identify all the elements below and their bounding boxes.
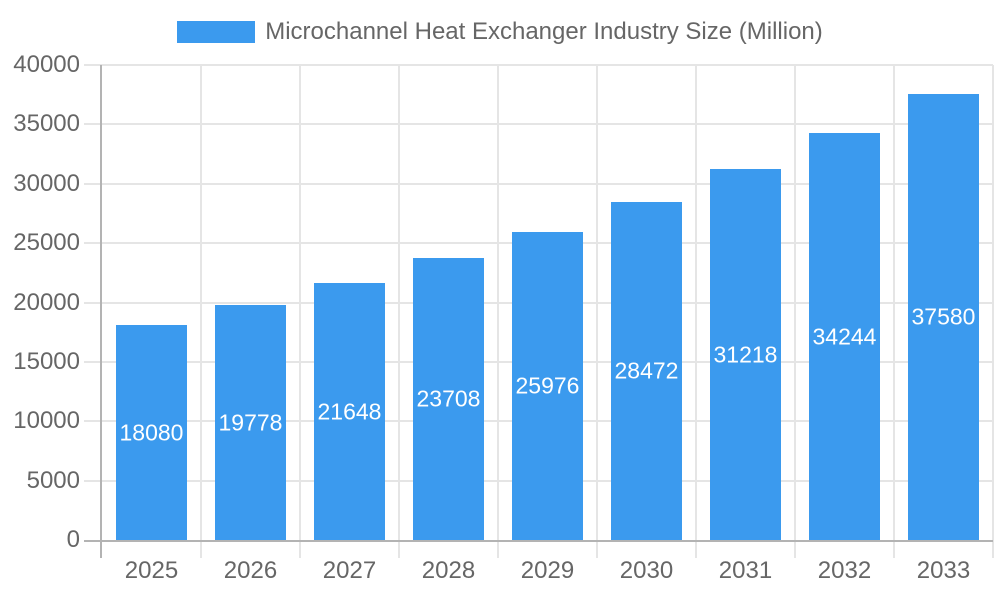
x-tick: [398, 540, 400, 558]
bar-2025[interactable]: 18080: [116, 325, 187, 540]
y-axis-line: [100, 65, 102, 558]
y-tick: [84, 301, 102, 304]
x-tick: [596, 540, 598, 558]
y-axis-label: 10000: [13, 407, 80, 435]
x-axis-label: 2029: [520, 557, 575, 584]
x-tick: [200, 540, 202, 558]
bar-2032[interactable]: 34244: [809, 133, 880, 540]
y-tick: [84, 64, 102, 66]
bar-2028[interactable]: 23708: [413, 258, 484, 540]
bar-2029[interactable]: 25976: [512, 232, 583, 540]
bar-value-label: 31218: [713, 341, 778, 367]
bar-2030[interactable]: 28472: [611, 202, 682, 540]
x-gridline: [596, 65, 598, 540]
x-gridline: [497, 65, 499, 540]
bar-value-label: 18080: [119, 419, 184, 445]
bar-value-label: 37580: [911, 303, 976, 330]
x-axis-label: 2033: [916, 557, 971, 584]
y-tick: [84, 360, 102, 363]
bar-2033[interactable]: 37580: [908, 94, 979, 540]
x-axis-label: 2032: [817, 557, 872, 584]
y-tick: [84, 182, 102, 185]
legend-swatch: [177, 21, 256, 43]
x-axis-label: 2028: [421, 557, 476, 584]
x-axis-label: 2031: [718, 557, 773, 584]
y-axis-label: 5000: [26, 466, 80, 494]
y-gridline: [102, 123, 993, 126]
bar-value-label: 19778: [218, 409, 283, 435]
bar-value-label: 28472: [614, 357, 679, 384]
y-gridline: [102, 182, 993, 185]
x-gridline: [893, 65, 895, 540]
y-axis-label: 30000: [13, 169, 80, 197]
bar-2031[interactable]: 31218: [710, 169, 781, 540]
y-tick: [84, 123, 102, 126]
x-gridline: [794, 65, 796, 540]
x-axis-label: 2027: [322, 557, 377, 584]
x-tick: [497, 540, 499, 558]
x-gridline: [695, 65, 697, 540]
bar-2027[interactable]: 21648: [314, 283, 385, 540]
x-tick: [794, 540, 796, 558]
y-axis-label: 20000: [13, 288, 80, 316]
bar-2026[interactable]: 19778: [215, 305, 286, 540]
y-axis-label: 15000: [13, 347, 80, 375]
x-tick: [695, 540, 697, 558]
y-axis-label: 25000: [13, 229, 80, 257]
x-tick: [992, 540, 994, 558]
x-tick: [893, 540, 895, 558]
bar-value-label: 34244: [812, 323, 877, 349]
legend-label: Microchannel Heat Exchanger Industry Siz…: [265, 18, 823, 45]
x-gridline: [398, 65, 400, 540]
x-tick: [299, 540, 301, 558]
x-gridline: [992, 65, 994, 540]
x-axis-label: 2025: [124, 557, 179, 584]
y-tick: [84, 479, 102, 482]
x-axis-line: [84, 540, 993, 542]
y-gridline: [102, 64, 993, 66]
x-axis-label: 2026: [223, 557, 278, 584]
y-tick: [84, 242, 102, 245]
y-axis-label: 35000: [13, 110, 80, 138]
y-axis-label: 0: [66, 526, 80, 553]
bar-value-label: 23708: [416, 385, 481, 412]
y-axis-label: 40000: [13, 51, 80, 78]
bar-value-label: 21648: [317, 398, 382, 424]
x-axis-label: 2030: [619, 557, 674, 584]
bar-value-label: 25976: [515, 372, 580, 399]
x-gridline: [200, 65, 202, 540]
y-tick: [84, 420, 102, 423]
x-gridline: [299, 65, 301, 540]
chart-legend-item[interactable]: Microchannel Heat Exchanger Industry Siz…: [0, 12, 1000, 52]
